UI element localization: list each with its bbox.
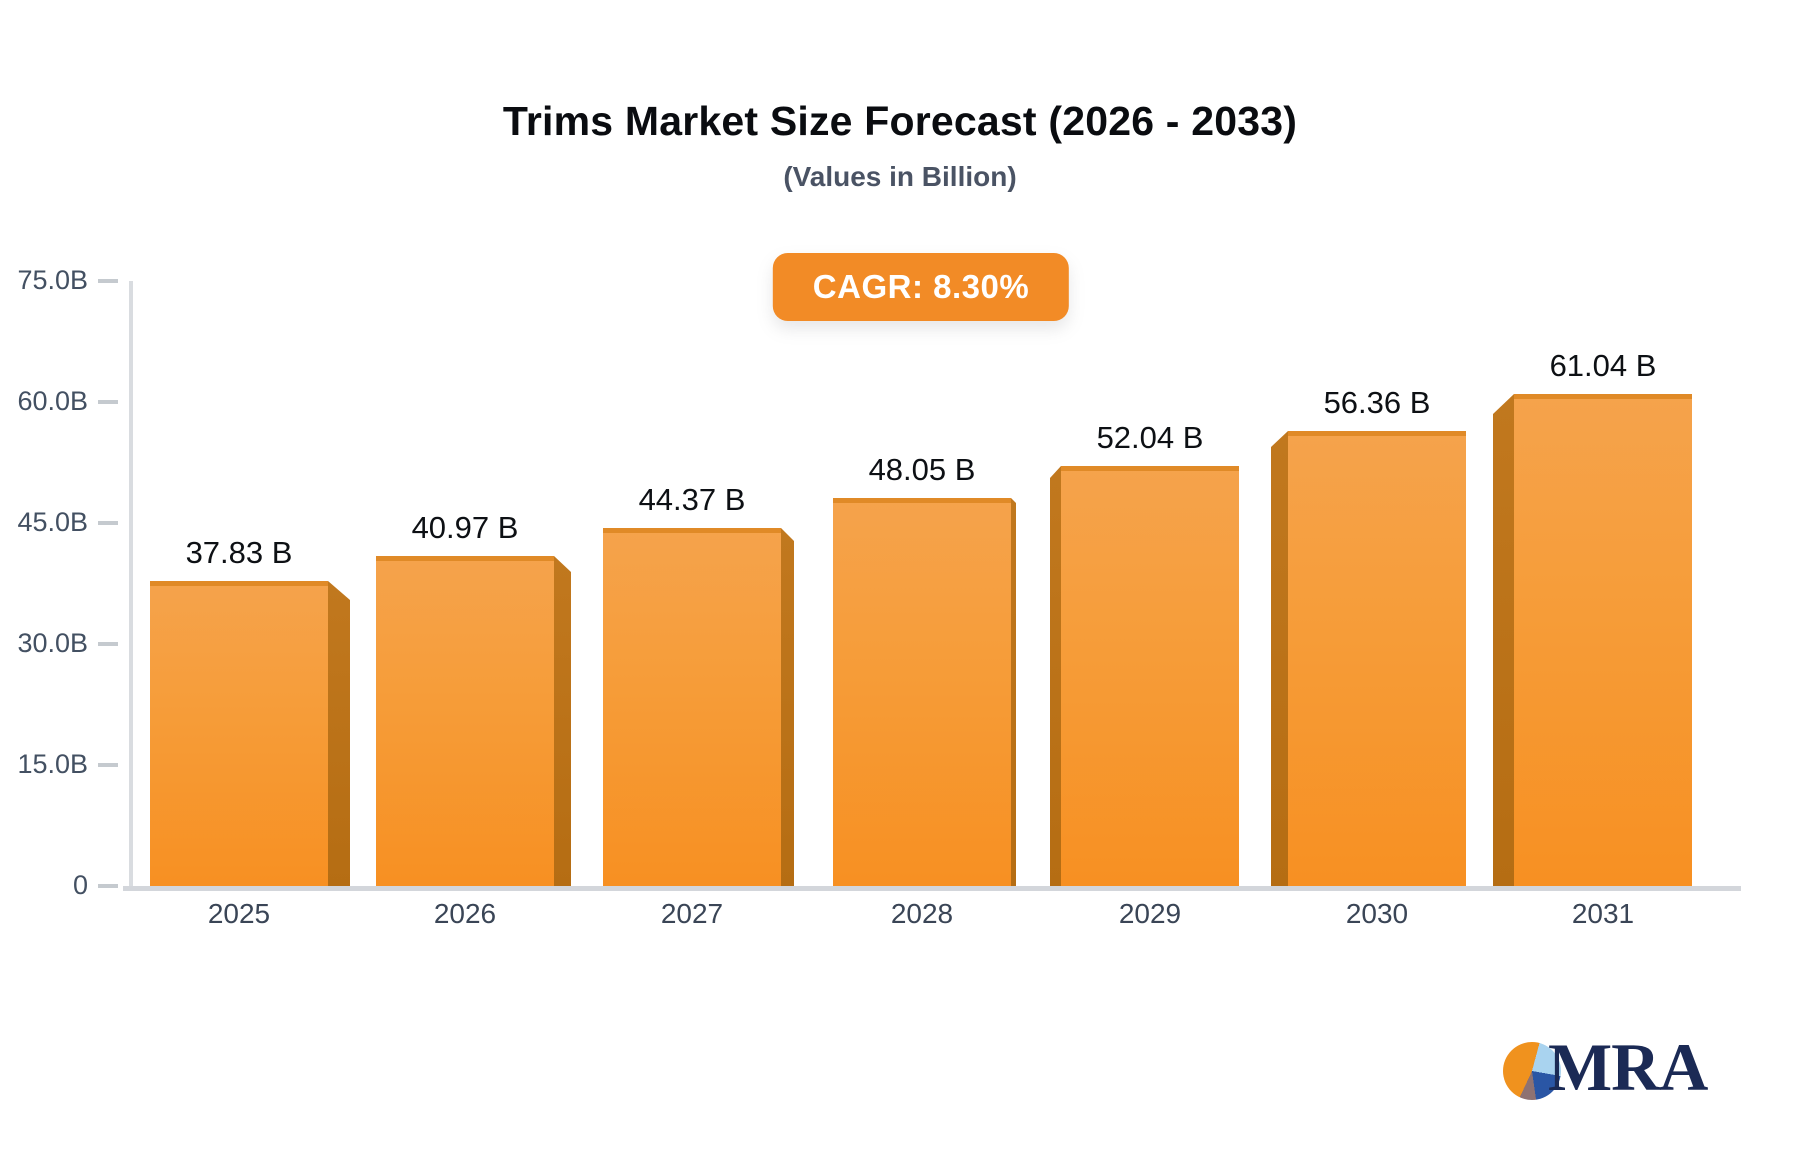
- y-axis-tick-mark: [98, 642, 118, 646]
- bar-side-face-2029: [1050, 466, 1061, 886]
- bar-2030: [1288, 431, 1466, 886]
- bar-top-edge: [1514, 394, 1692, 399]
- y-axis-tick-label: 60.0B: [17, 386, 88, 416]
- y-axis-line: [129, 281, 133, 890]
- x-axis-label-2031: 2031: [1571, 898, 1635, 929]
- x-axis-label-2026: 2026: [433, 898, 497, 929]
- bar-value-label-2026: 40.97 B: [411, 510, 519, 545]
- bar-value-label-2030: 56.36 B: [1323, 385, 1431, 420]
- bar-side-face-2028: [1011, 498, 1016, 886]
- bar-value-label-2028: 48.05 B: [868, 452, 976, 487]
- x-axis-label-2028: 2028: [890, 898, 954, 929]
- page-subtitle: (Values in Billion): [783, 161, 1017, 192]
- bar-value-label-2027: 44.37 B: [638, 482, 746, 517]
- bar-2026: [376, 556, 554, 886]
- x-axis-label-2030: 2030: [1345, 898, 1409, 929]
- bar-top-edge: [1061, 466, 1239, 471]
- y-axis-tick-mark: [98, 279, 118, 283]
- y-axis-tick-label: 75.0B: [17, 265, 88, 295]
- bar-side-face-2027: [781, 528, 794, 886]
- logo-text: MRA: [1548, 1029, 1708, 1105]
- bar-side-face-2026: [554, 556, 571, 886]
- y-axis-tick-label: 45.0B: [17, 507, 88, 537]
- y-axis-tick-label: 0: [72, 870, 88, 900]
- bar-value-label-2025: 37.83 B: [185, 535, 293, 570]
- bar-top-edge: [603, 528, 781, 533]
- bar-top-edge: [150, 581, 328, 586]
- bar-value-label-2029: 52.04 B: [1096, 420, 1204, 455]
- bar-value-label-2031: 61.04 B: [1549, 348, 1657, 383]
- y-axis-tick-mark: [98, 884, 118, 888]
- y-axis-tick-label: 15.0B: [17, 749, 88, 779]
- bar-side-face-2030: [1271, 431, 1288, 886]
- bar-2027: [603, 528, 781, 886]
- bar-2028: [833, 498, 1011, 886]
- x-axis-label-2027: 2027: [660, 898, 724, 929]
- bar-2031: [1514, 394, 1692, 886]
- page-title: Trims Market Size Forecast (2026 - 2033): [502, 98, 1298, 144]
- cagr-badge: CAGR: 8.30%: [772, 253, 1070, 321]
- y-axis-tick-mark: [98, 763, 118, 767]
- x-axis-label-2025: 2025: [207, 898, 271, 929]
- bar-side-face-2025: [328, 581, 350, 886]
- x-axis-label-2029: 2029: [1118, 898, 1182, 929]
- logo: MRA: [1503, 1030, 1733, 1108]
- y-axis-tick-mark: [98, 400, 118, 404]
- x-axis-line: [123, 886, 1741, 891]
- bar-2029: [1061, 466, 1239, 886]
- bar-top-edge: [376, 556, 554, 561]
- y-axis-tick-label: 30.0B: [17, 628, 88, 658]
- bar-top-edge: [833, 498, 1011, 503]
- bar-2025: [150, 581, 328, 886]
- bar-side-face-2031: [1493, 394, 1514, 886]
- pie-chart-logo-icon: [1503, 1042, 1561, 1100]
- bar-top-edge: [1288, 431, 1466, 436]
- y-axis-tick-mark: [98, 521, 118, 525]
